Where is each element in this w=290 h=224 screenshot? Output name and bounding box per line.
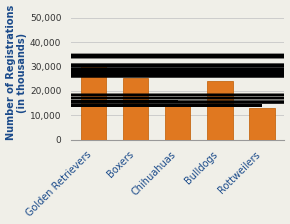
Ellipse shape	[0, 67, 290, 72]
Bar	[0, 104, 262, 107]
Circle shape	[0, 93, 290, 97]
Ellipse shape	[0, 100, 290, 104]
Bar	[81, 64, 106, 140]
Bar	[249, 108, 275, 140]
Ellipse shape	[0, 73, 290, 78]
Ellipse shape	[0, 97, 290, 99]
Bar	[0, 100, 178, 103]
Ellipse shape	[0, 54, 290, 58]
Bar	[0, 72, 290, 76]
Bar	[165, 104, 191, 140]
Bar	[123, 78, 148, 140]
Circle shape	[0, 62, 290, 68]
Y-axis label: Number of Registrations
(in thousands): Number of Registrations (in thousands)	[6, 5, 27, 140]
Bar	[207, 81, 233, 140]
